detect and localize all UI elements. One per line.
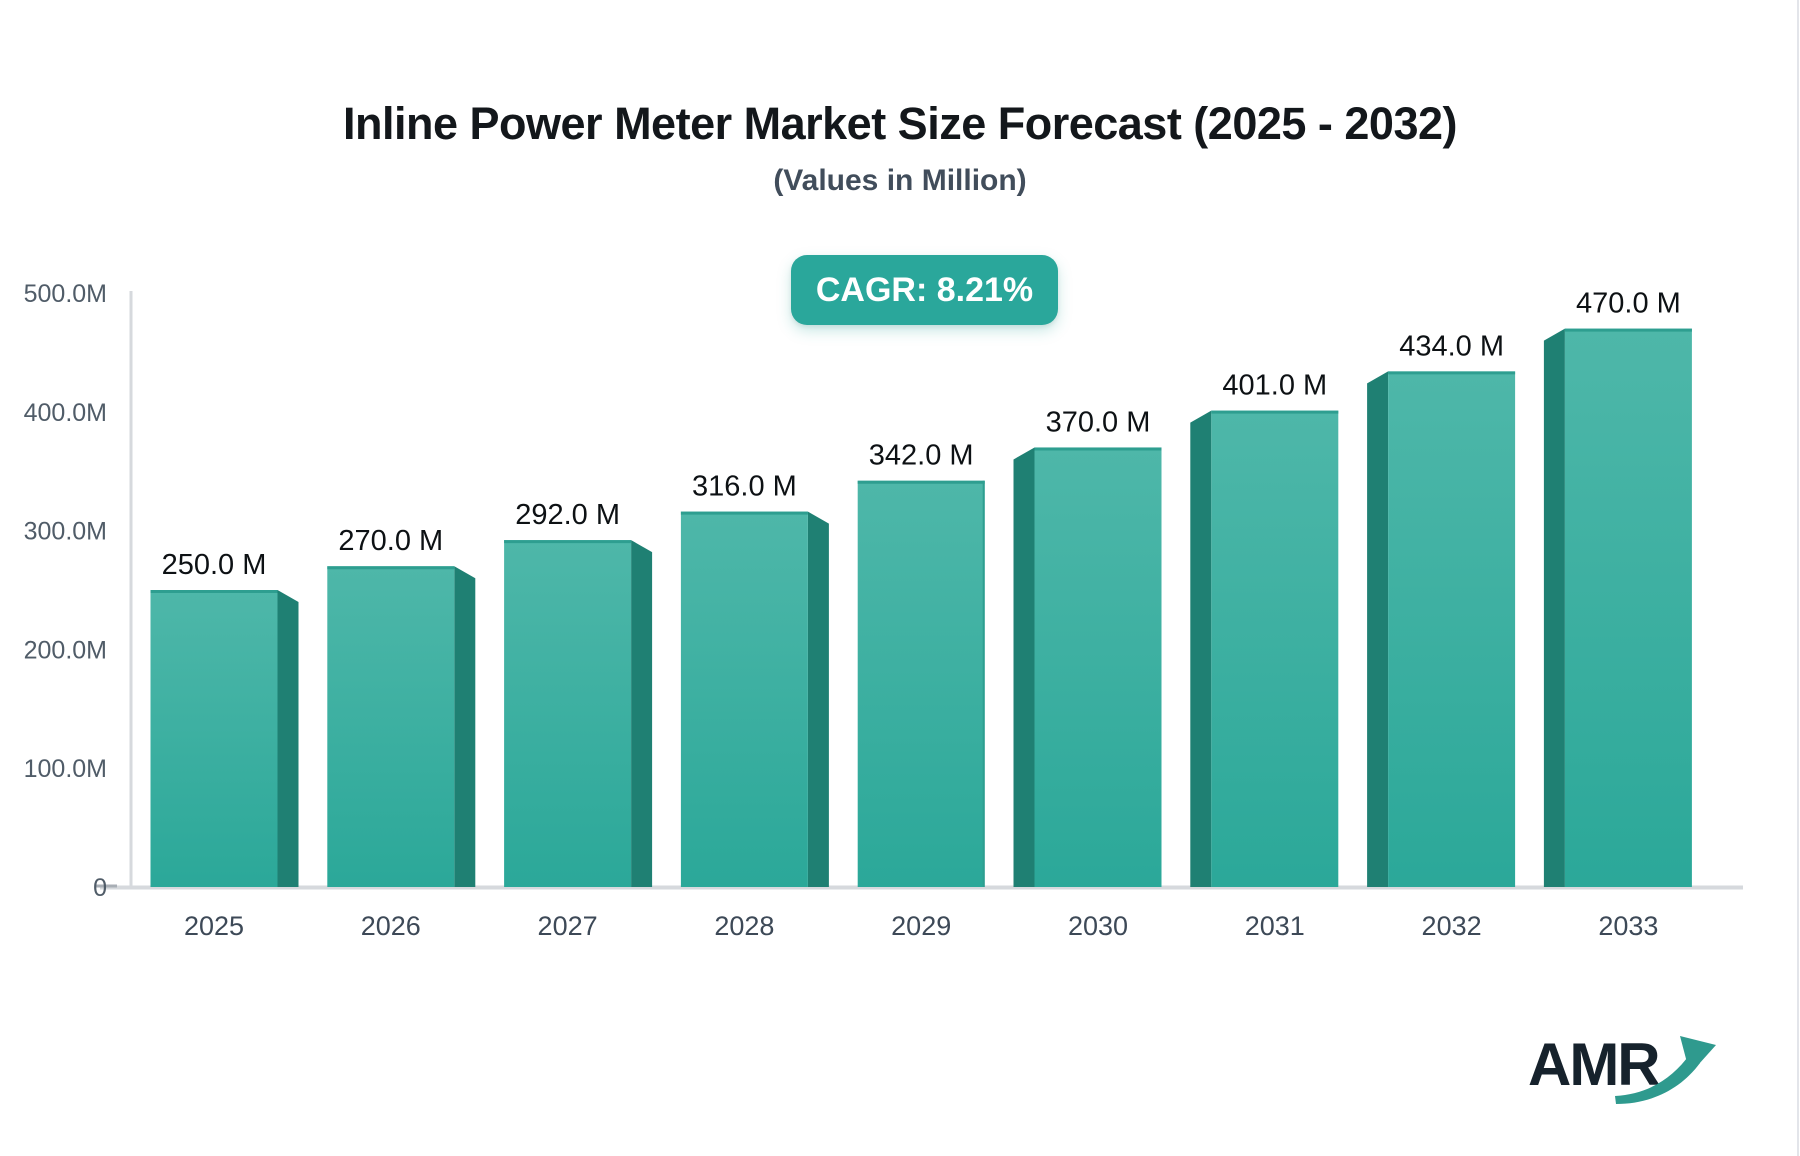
x-tick-label: 2030 [1068, 911, 1128, 941]
bar-2031 [1211, 410, 1339, 887]
cagr-badge-label: CAGR: 8.21% [815, 270, 1034, 309]
bar-2028 [680, 511, 808, 887]
bar-value-label: 316.0 M [692, 471, 797, 503]
bar-side-face [1013, 447, 1035, 887]
amr-logo-text: AMR [1528, 1031, 1661, 1098]
bar-2032 [1388, 371, 1516, 888]
bar-side-face [1190, 410, 1212, 887]
bar-value-label: 370.0 M [1046, 406, 1151, 438]
x-tick-label: 2033 [1598, 911, 1658, 941]
x-tick-label: 2025 [184, 911, 244, 941]
x-tick-label: 2026 [361, 911, 421, 941]
bar-2030 [1034, 447, 1162, 887]
bar-value-label: 250.0 M [162, 549, 267, 581]
bar-side-face [1543, 328, 1565, 887]
bar-value-label: 434.0 M [1399, 330, 1504, 362]
y-tick-label: 500.0M [24, 280, 107, 308]
amr-logo: AMR [1520, 1030, 1740, 1120]
bar-value-label: 470.0 M [1576, 288, 1681, 320]
bar-value-label: 342.0 M [869, 440, 974, 472]
bar-side-face [631, 540, 653, 887]
bar-side-face [807, 511, 829, 887]
bar-2029 [857, 480, 985, 887]
x-tick-label: 2032 [1422, 911, 1482, 941]
y-tick-label: 0 [93, 874, 107, 902]
bar-side-face [277, 590, 299, 887]
bar-value-label: 292.0 M [515, 499, 620, 531]
chart-title: Inline Power Meter Market Size Forecast … [343, 98, 1457, 149]
bar-2026 [327, 566, 455, 887]
bar-2027 [504, 540, 632, 887]
y-tick-label: 300.0M [24, 518, 107, 546]
bar-value-label: 270.0 M [338, 525, 443, 557]
bar-side-face [1367, 371, 1389, 888]
x-tick-label: 2031 [1245, 911, 1305, 941]
x-tick-label: 2028 [714, 911, 774, 941]
growth-arrow-icon [1615, 1036, 1716, 1104]
x-tick-label: 2029 [891, 911, 951, 941]
bar-2025 [150, 590, 278, 887]
x-tick-label: 2027 [538, 911, 598, 941]
bar-2033 [1564, 328, 1692, 887]
bar-side-face [454, 566, 476, 887]
bar-value-label: 401.0 M [1222, 370, 1327, 402]
y-tick-label: 400.0M [24, 399, 107, 427]
y-tick-label: 200.0M [24, 636, 107, 664]
cagr-badge: CAGR: 8.21% [791, 255, 1058, 325]
chart-subtitle: (Values in Million) [773, 164, 1027, 197]
y-tick-label: 100.0M [24, 755, 107, 783]
page-right-border [1797, 0, 1799, 1156]
